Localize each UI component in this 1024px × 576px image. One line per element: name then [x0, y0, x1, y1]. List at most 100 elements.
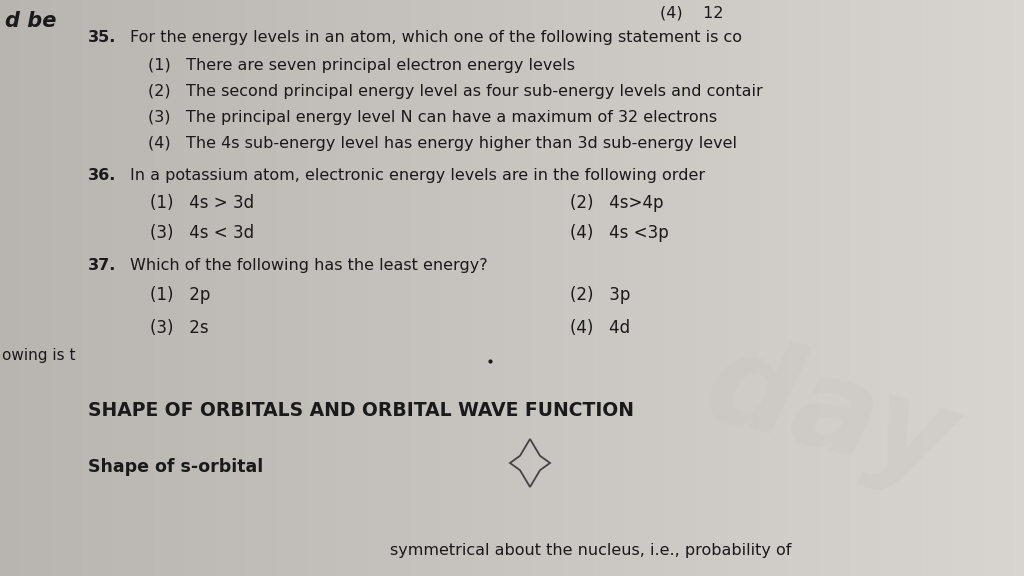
Bar	[522, 0, 532, 576]
Text: symmetrical about the nucleus, i.e., probability of: symmetrical about the nucleus, i.e., pro…	[390, 543, 792, 558]
Bar	[31, 0, 41, 576]
Bar	[266, 0, 276, 576]
Bar	[276, 0, 287, 576]
Text: (4)   The 4s sub-energy level has energy higher than 3d sub-energy level: (4) The 4s sub-energy level has energy h…	[148, 136, 737, 151]
Text: (3)   4s < 3d: (3) 4s < 3d	[150, 224, 254, 242]
Bar	[440, 0, 451, 576]
Bar	[594, 0, 604, 576]
Bar	[748, 0, 758, 576]
Bar	[512, 0, 522, 576]
Text: (2)   3p: (2) 3p	[570, 286, 631, 304]
Text: (3)   The principal energy level N can have a maximum of 32 electrons: (3) The principal energy level N can hav…	[148, 110, 717, 125]
Bar	[553, 0, 563, 576]
Bar	[829, 0, 840, 576]
Text: (4)    12: (4) 12	[660, 6, 724, 21]
Bar	[799, 0, 809, 576]
Bar	[195, 0, 205, 576]
Bar	[215, 0, 225, 576]
Bar	[82, 0, 92, 576]
Bar	[819, 0, 829, 576]
Bar	[614, 0, 625, 576]
Bar	[584, 0, 594, 576]
Bar	[72, 0, 82, 576]
Bar	[655, 0, 666, 576]
Bar	[420, 0, 430, 576]
Bar	[369, 0, 379, 576]
Text: SHAPE OF ORBITALS AND ORBITAL WAVE FUNCTION: SHAPE OF ORBITALS AND ORBITAL WAVE FUNCT…	[88, 401, 634, 420]
Bar	[205, 0, 215, 576]
Bar	[788, 0, 799, 576]
Bar	[870, 0, 881, 576]
Bar	[604, 0, 614, 576]
Text: day: day	[693, 324, 968, 507]
Text: For the energy levels in an atom, which one of the following statement is co: For the energy levels in an atom, which …	[130, 30, 742, 45]
Bar	[635, 0, 645, 576]
Bar	[911, 0, 922, 576]
Bar	[184, 0, 195, 576]
Bar	[317, 0, 328, 576]
Bar	[676, 0, 686, 576]
Bar	[932, 0, 942, 576]
Bar	[922, 0, 932, 576]
Text: (3)   2s: (3) 2s	[150, 319, 209, 337]
Bar	[154, 0, 164, 576]
Bar	[307, 0, 317, 576]
Bar	[379, 0, 389, 576]
Bar	[236, 0, 246, 576]
Bar	[543, 0, 553, 576]
Bar	[389, 0, 399, 576]
Bar	[727, 0, 737, 576]
Bar	[174, 0, 184, 576]
Bar	[256, 0, 266, 576]
Text: Shape of s-orbital: Shape of s-orbital	[88, 458, 263, 476]
Bar	[92, 0, 102, 576]
Bar	[143, 0, 154, 576]
Bar	[573, 0, 584, 576]
Bar	[123, 0, 133, 576]
Bar	[328, 0, 338, 576]
Text: owing is t: owing is t	[2, 348, 76, 363]
Bar	[246, 0, 256, 576]
Bar	[1004, 0, 1014, 576]
Bar	[891, 0, 901, 576]
Bar	[778, 0, 788, 576]
Bar	[51, 0, 61, 576]
Text: 36.: 36.	[88, 168, 117, 183]
Text: 37.: 37.	[88, 258, 117, 273]
Bar	[563, 0, 573, 576]
Bar	[10, 0, 20, 576]
Bar	[850, 0, 860, 576]
Bar	[358, 0, 369, 576]
Bar	[758, 0, 768, 576]
Bar	[973, 0, 983, 576]
Bar	[399, 0, 410, 576]
Bar	[840, 0, 850, 576]
Bar	[1014, 0, 1024, 576]
Bar	[666, 0, 676, 576]
Bar	[532, 0, 543, 576]
Bar	[881, 0, 891, 576]
Bar	[133, 0, 143, 576]
Bar	[737, 0, 748, 576]
Bar	[502, 0, 512, 576]
Bar	[430, 0, 440, 576]
Bar	[952, 0, 963, 576]
Bar	[41, 0, 51, 576]
Text: (1)   4s > 3d: (1) 4s > 3d	[150, 194, 254, 212]
Bar	[768, 0, 778, 576]
Text: (2)   The second principal energy level as four sub-energy levels and contair: (2) The second principal energy level as…	[148, 84, 763, 99]
Bar	[901, 0, 911, 576]
Bar	[113, 0, 123, 576]
Bar	[645, 0, 655, 576]
Bar	[102, 0, 113, 576]
Bar	[707, 0, 717, 576]
Bar	[338, 0, 348, 576]
Text: (1)   There are seven principal electron energy levels: (1) There are seven principal electron e…	[148, 58, 575, 73]
Bar	[860, 0, 870, 576]
Bar	[451, 0, 461, 576]
Bar	[809, 0, 819, 576]
Text: (4)   4d: (4) 4d	[570, 319, 630, 337]
Text: (4)   4s <3p: (4) 4s <3p	[570, 224, 669, 242]
Text: 35.: 35.	[88, 30, 117, 45]
Text: (1)   2p: (1) 2p	[150, 286, 210, 304]
